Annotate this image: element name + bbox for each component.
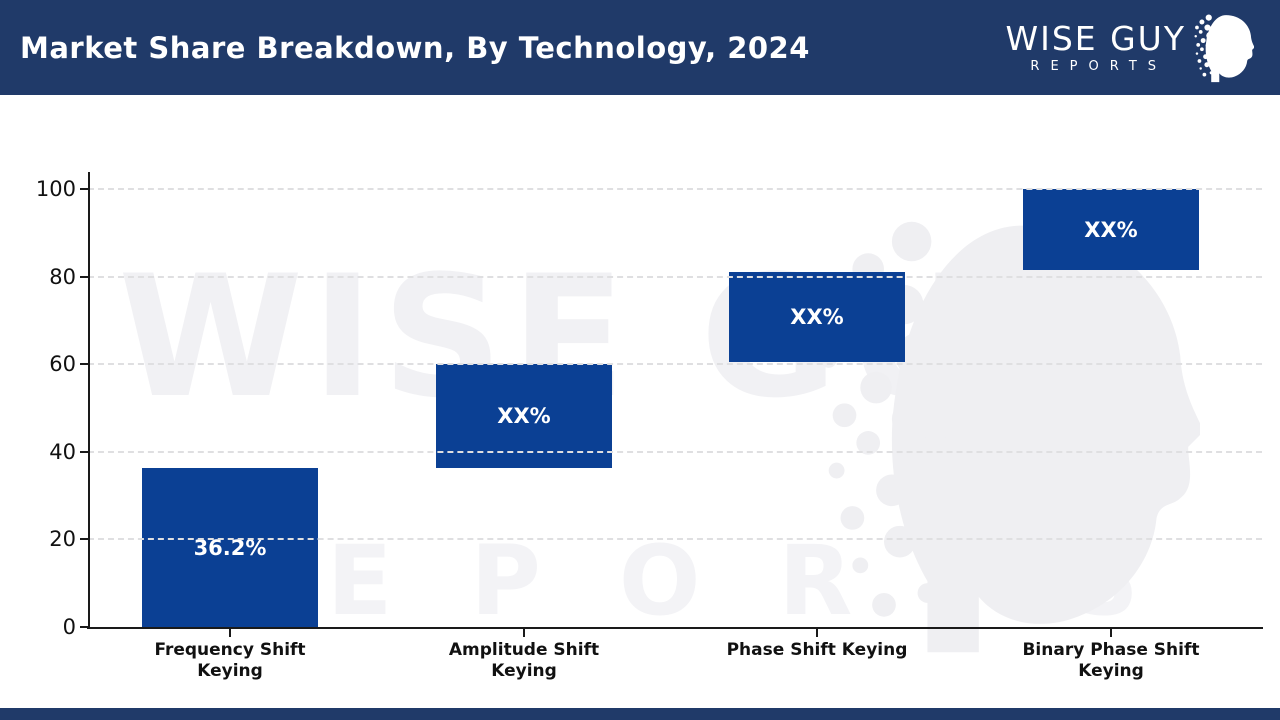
y-axis-tick-mark — [80, 450, 88, 453]
y-axis-tick-mark — [80, 188, 88, 190]
chart-area: WISE GUY REPORTS 0 20 40 60 80 100 36.2% XX% XX%… — [0, 95, 1280, 708]
y-axis-line — [88, 172, 90, 629]
gridline-y20 — [88, 538, 1262, 541]
bar-value-label: XX% — [1084, 217, 1138, 242]
bar-phase-shift-keying: XX% — [729, 272, 905, 362]
y-axis-tick-mark — [80, 626, 88, 628]
x-axis-category-label: Amplitude Shift Keying — [448, 640, 600, 682]
x-axis-tick-mark — [523, 629, 525, 637]
x-axis-tick-mark — [816, 629, 818, 637]
y-axis-tick-label: 40 — [49, 439, 76, 464]
wiseguy-face-icon — [1194, 14, 1254, 82]
x-axis-tick-mark — [229, 629, 231, 637]
wiseguy-logo: WISE GUY REPORTS — [1005, 11, 1254, 85]
y-axis-tick-mark — [80, 275, 88, 278]
y-axis-tick-label: 0 — [62, 615, 76, 639]
x-axis-tick-mark — [1110, 629, 1112, 637]
gridline-y80 — [88, 275, 1262, 278]
bar-value-label: XX% — [790, 305, 844, 330]
bar-frequency-shift-keying: 36.2% — [142, 468, 318, 627]
y-axis-tick-mark — [80, 363, 88, 366]
y-axis-tick-label: 100 — [35, 177, 76, 201]
header-banner: Market Share Breakdown, By Technology, 2… — [0, 0, 1280, 95]
bar-value-label: XX% — [497, 404, 551, 429]
brand-subtitle: REPORTS — [1030, 59, 1168, 74]
watermark-face-icon — [820, 221, 1200, 653]
y-axis-tick-label: 80 — [49, 264, 76, 289]
y-axis-tick-mark — [80, 538, 88, 541]
gridline-y100 — [88, 188, 1262, 190]
gridline-y40 — [88, 450, 1262, 453]
x-axis-line — [87, 627, 1263, 629]
gridline-y60 — [88, 363, 1262, 366]
x-axis-category-label: Phase Shift Keying — [726, 640, 908, 660]
footer-bar — [0, 708, 1280, 720]
page-title: Market Share Breakdown, By Technology, 2… — [20, 30, 810, 65]
bar-binary-phase-shift-keying: XX% — [1023, 189, 1199, 271]
y-axis-tick-label: 60 — [49, 352, 76, 377]
y-axis-tick-label: 20 — [49, 527, 76, 552]
x-axis-category-label: Frequency Shift Keying — [154, 640, 306, 682]
x-axis-category-label: Binary Phase Shift Keying — [1022, 640, 1200, 682]
brand-name: WISE GUY — [1005, 19, 1186, 58]
